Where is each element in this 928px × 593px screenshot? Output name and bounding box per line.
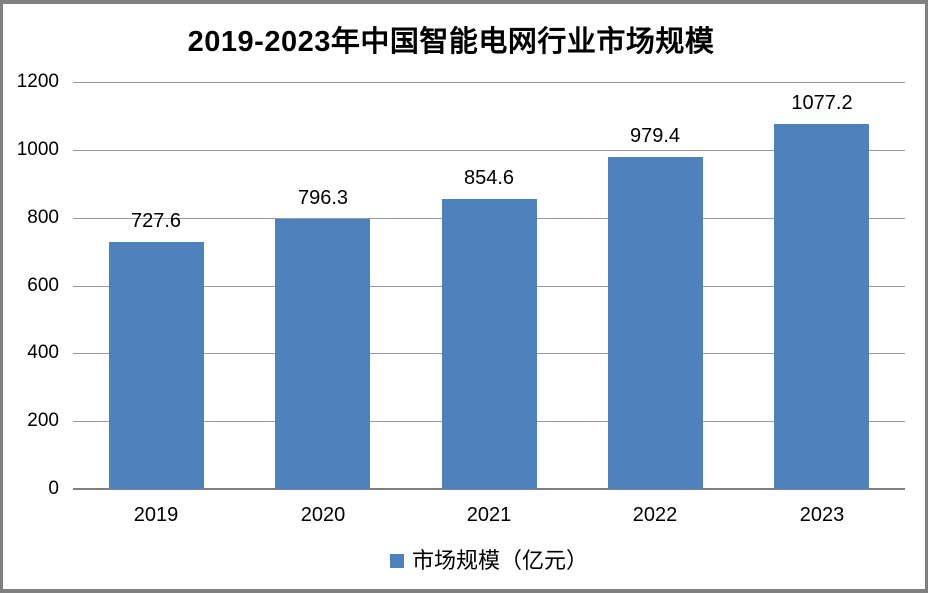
legend: 市场规模（亿元） <box>73 548 905 574</box>
y-axis-tick-label: 0 <box>48 478 59 499</box>
x-axis-tick-label: 2020 <box>300 504 346 526</box>
y-axis-tick-label: 400 <box>27 342 59 363</box>
bar-value-label: 796.3 <box>297 187 349 209</box>
x-axis-tick-label: 2023 <box>799 504 845 526</box>
bar-value-label: 854.6 <box>463 167 515 189</box>
bar <box>774 124 869 489</box>
x-axis-tick-label: 2022 <box>632 504 678 526</box>
chart-title: 2019-2023年中国智能电网行业市场规模 <box>187 26 715 58</box>
legend-marker-icon <box>389 554 404 568</box>
bar-value-label: 1077.2 <box>791 92 853 114</box>
y-axis-tick-label: 600 <box>27 275 59 296</box>
x-axis-tick-label: 2021 <box>466 504 512 526</box>
y-axis-tick-label: 200 <box>27 410 59 431</box>
x-axis-tick-label: 2019 <box>133 504 179 526</box>
bar <box>608 157 703 489</box>
y-axis-tick-label: 1200 <box>16 71 59 92</box>
gridline <box>73 150 905 151</box>
bar-value-label: 979.4 <box>629 125 681 147</box>
plot-area: 0 200 400 600 800 1000 1200 727.6 2019 796.3 2020 8… <box>3 4 925 589</box>
bar <box>109 242 204 489</box>
bar <box>442 199 537 489</box>
y-axis-tick-label: 800 <box>27 207 59 228</box>
bar <box>275 219 370 489</box>
x-axis-line <box>73 488 905 490</box>
legend-label: 市场规模（亿元） <box>411 548 588 573</box>
y-axis-tick-label: 1000 <box>16 139 59 160</box>
gridline <box>73 82 905 83</box>
bar-value-label: 727.6 <box>130 210 182 232</box>
